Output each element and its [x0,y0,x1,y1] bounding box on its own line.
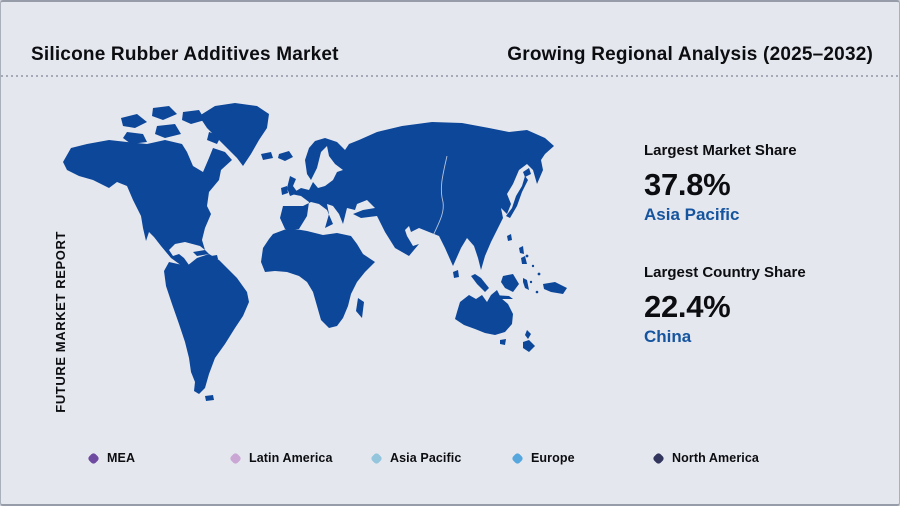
stat-label: Largest Country Share [644,264,806,281]
legend-dot-icon [652,451,665,465]
country-border-line [432,155,448,237]
legend-dot-icon [370,451,383,465]
legend-dot-icon [87,451,100,465]
region-legend: MEA Latin America Asia Pacific Europe No… [1,450,899,468]
stat-value: 37.8% [644,167,731,202]
legend-item-mea: MEA [87,450,136,466]
legend-dot-icon [229,451,242,465]
stat-region: Asia Pacific [644,205,740,224]
largest-country-share-stat: Largest Country Share 22.4% China [644,264,884,346]
legend-label: Europe [531,451,575,465]
legend-item-asia-pacific: Asia Pacific [370,450,462,466]
legend-label: North America [672,451,759,465]
stat-label: Largest Market Share [644,142,797,159]
world-map [63,103,567,401]
legend-item-latin-america: Latin America [229,450,333,466]
legend-label: Latin America [249,451,333,465]
market-title: Silicone Rubber Additives Market [31,44,339,65]
legend-dot-icon [511,451,524,465]
legend-item-north-america: North America [652,450,759,466]
world-map-landmasses [63,103,567,401]
largest-market-share-stat: Largest Market Share 37.8% Asia Pacific [644,142,884,224]
legend-item-europe: Europe [511,450,575,466]
legend-label: MEA [107,451,136,465]
analysis-title: Growing Regional Analysis (2025–2032) [507,44,873,65]
stat-value: 22.4% [644,289,731,324]
legend-label: Asia Pacific [390,451,462,465]
stat-region: China [644,327,692,346]
dotted-divider [1,75,899,78]
